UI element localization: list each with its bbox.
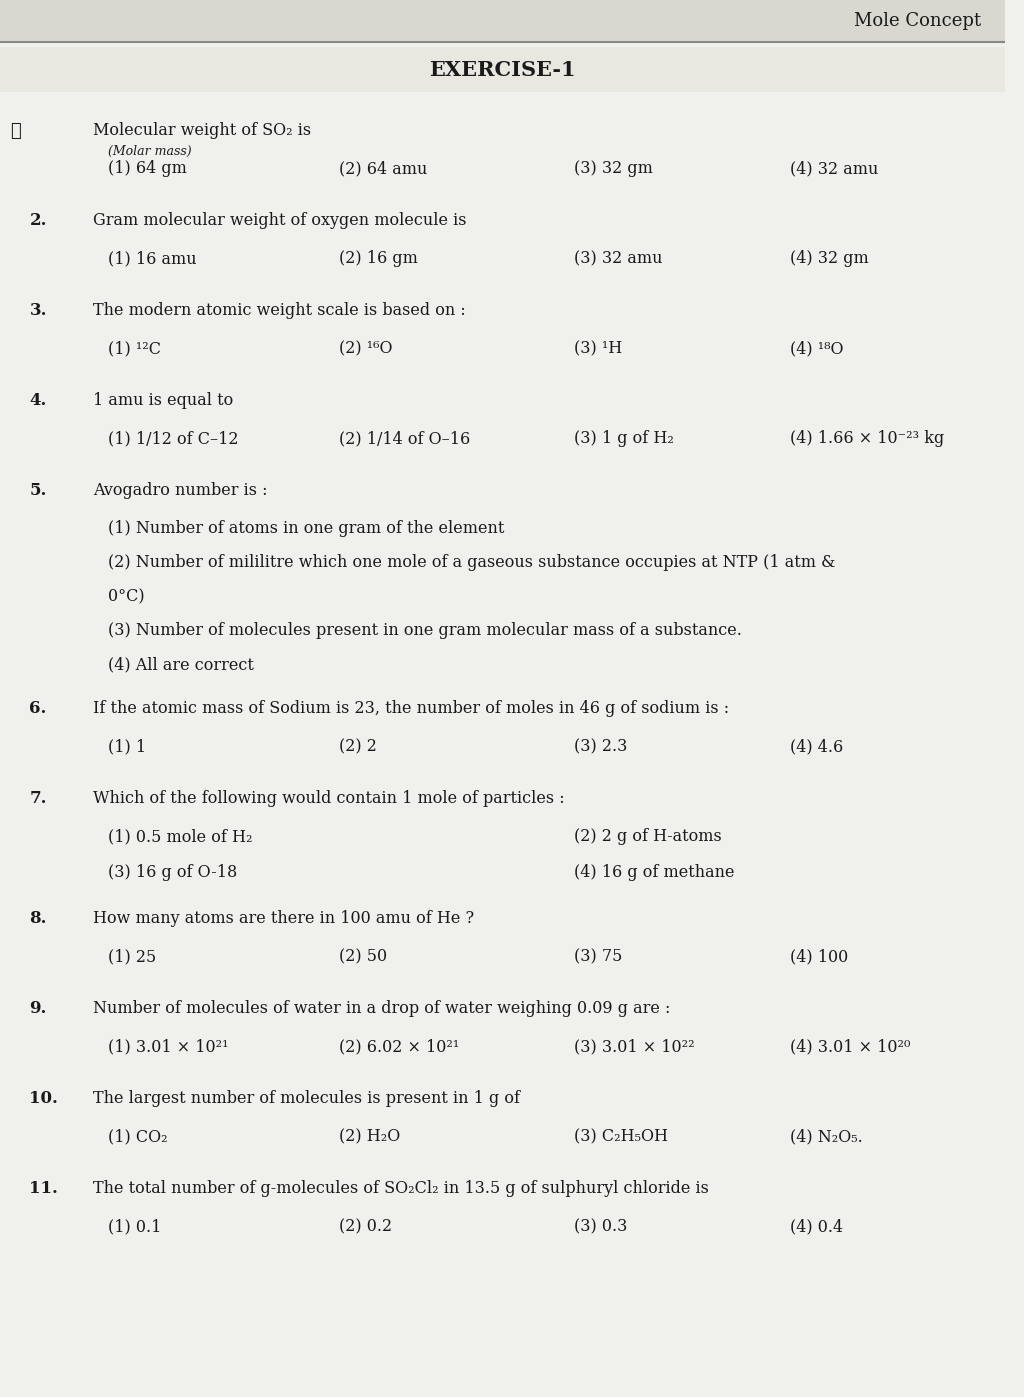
Text: (1) 3.01 × 10²¹: (1) 3.01 × 10²¹	[108, 1038, 228, 1055]
Text: (4) 1.66 × 10⁻²³ kg: (4) 1.66 × 10⁻²³ kg	[791, 430, 944, 447]
FancyBboxPatch shape	[0, 47, 1005, 92]
Text: The modern atomic weight scale is based on :: The modern atomic weight scale is based …	[93, 302, 466, 319]
Text: (1) 0.5 mole of H₂: (1) 0.5 mole of H₂	[108, 828, 253, 845]
Text: 10.: 10.	[30, 1090, 58, 1106]
Text: ✓: ✓	[10, 122, 20, 140]
Text: (1) 64 gm: (1) 64 gm	[108, 161, 186, 177]
Text: 11.: 11.	[30, 1180, 58, 1197]
Text: (3) 16 g of O-18: (3) 16 g of O-18	[108, 863, 238, 882]
Text: (1) 1: (1) 1	[108, 738, 146, 754]
Text: (2) 1/14 of O–16: (2) 1/14 of O–16	[339, 430, 470, 447]
Text: EXERCISE-1: EXERCISE-1	[429, 60, 575, 80]
Text: (4) 32 amu: (4) 32 amu	[791, 161, 879, 177]
Text: (2) Number of mililitre which one mole of a gaseous substance occupies at NTP (1: (2) Number of mililitre which one mole o…	[108, 555, 836, 571]
Text: (3) ¹H: (3) ¹H	[574, 339, 623, 358]
Text: (Molar mass): (Molar mass)	[108, 145, 191, 158]
Text: (3) C₂H₅OH: (3) C₂H₅OH	[574, 1127, 668, 1146]
Text: 5.: 5.	[30, 482, 47, 499]
Text: (4) 0.4: (4) 0.4	[791, 1218, 843, 1235]
Text: 0°C): 0°C)	[108, 588, 144, 605]
Text: (3) 32 amu: (3) 32 amu	[574, 250, 663, 267]
Text: Molecular weight of SO₂ is: Molecular weight of SO₂ is	[93, 122, 311, 138]
Text: (4) 100: (4) 100	[791, 949, 848, 965]
Text: Gram molecular weight of oxygen molecule is: Gram molecular weight of oxygen molecule…	[93, 212, 467, 229]
Text: Avogadro number is :: Avogadro number is :	[93, 482, 267, 499]
Text: (2) 0.2: (2) 0.2	[339, 1218, 392, 1235]
Text: (1) 0.1: (1) 0.1	[108, 1218, 162, 1235]
Text: The largest number of molecules is present in 1 g of: The largest number of molecules is prese…	[93, 1090, 520, 1106]
Text: 1 amu is equal to: 1 amu is equal to	[93, 393, 233, 409]
Text: (1) Number of atoms in one gram of the element: (1) Number of atoms in one gram of the e…	[108, 520, 505, 536]
Text: How many atoms are there in 100 amu of He ?: How many atoms are there in 100 amu of H…	[93, 909, 474, 928]
Text: (4) 16 g of methane: (4) 16 g of methane	[574, 863, 734, 882]
Text: (2) ¹⁶O: (2) ¹⁶O	[339, 339, 392, 358]
Text: (2) 2: (2) 2	[339, 738, 377, 754]
Text: (3) 1 g of H₂: (3) 1 g of H₂	[574, 430, 674, 447]
Text: Number of molecules of water in a drop of water weighing 0.09 g are :: Number of molecules of water in a drop o…	[93, 1000, 671, 1017]
Text: (3) 0.3: (3) 0.3	[574, 1218, 628, 1235]
Text: (2) 50: (2) 50	[339, 949, 387, 965]
Text: (2) 16 gm: (2) 16 gm	[339, 250, 418, 267]
Text: (2) H₂O: (2) H₂O	[339, 1127, 399, 1146]
Text: Which of the following would contain 1 mole of particles :: Which of the following would contain 1 m…	[93, 789, 565, 807]
Text: (3) 32 gm: (3) 32 gm	[574, 161, 653, 177]
Text: (4) 32 gm: (4) 32 gm	[791, 250, 868, 267]
Text: (4) All are correct: (4) All are correct	[108, 657, 254, 673]
Text: (1) 25: (1) 25	[108, 949, 157, 965]
Text: (4) 3.01 × 10²⁰: (4) 3.01 × 10²⁰	[791, 1038, 910, 1055]
Text: (3) Number of molecules present in one gram molecular mass of a substance.: (3) Number of molecules present in one g…	[108, 622, 741, 638]
Text: If the atomic mass of Sodium is 23, the number of moles in 46 g of sodium is :: If the atomic mass of Sodium is 23, the …	[93, 700, 729, 717]
Text: (2) 6.02 × 10²¹: (2) 6.02 × 10²¹	[339, 1038, 459, 1055]
Text: (2) 2 g of H-atoms: (2) 2 g of H-atoms	[574, 828, 722, 845]
Text: 6.: 6.	[30, 700, 47, 717]
FancyBboxPatch shape	[0, 0, 1005, 42]
Text: (1) CO₂: (1) CO₂	[108, 1127, 168, 1146]
Text: Mole Concept: Mole Concept	[854, 13, 981, 29]
Text: 9.: 9.	[30, 1000, 47, 1017]
Text: (4) 4.6: (4) 4.6	[791, 738, 844, 754]
Text: 2.: 2.	[30, 212, 47, 229]
Text: (1) ¹²C: (1) ¹²C	[108, 339, 161, 358]
Text: (1) 1/12 of C–12: (1) 1/12 of C–12	[108, 430, 239, 447]
Text: (2) 64 amu: (2) 64 amu	[339, 161, 427, 177]
Text: 8.: 8.	[30, 909, 47, 928]
Text: (3) 3.01 × 10²²: (3) 3.01 × 10²²	[574, 1038, 694, 1055]
Text: (4) ¹⁸O: (4) ¹⁸O	[791, 339, 844, 358]
Text: 7.: 7.	[30, 789, 47, 807]
Text: The total number of g-molecules of SO₂Cl₂ in 13.5 g of sulphuryl chloride is: The total number of g-molecules of SO₂Cl…	[93, 1180, 709, 1197]
Text: 4.: 4.	[30, 393, 47, 409]
Text: (3) 75: (3) 75	[574, 949, 623, 965]
Text: (4) N₂O₅.: (4) N₂O₅.	[791, 1127, 863, 1146]
Text: 3.: 3.	[30, 302, 47, 319]
Text: (3) 2.3: (3) 2.3	[574, 738, 628, 754]
Text: (1) 16 amu: (1) 16 amu	[108, 250, 197, 267]
